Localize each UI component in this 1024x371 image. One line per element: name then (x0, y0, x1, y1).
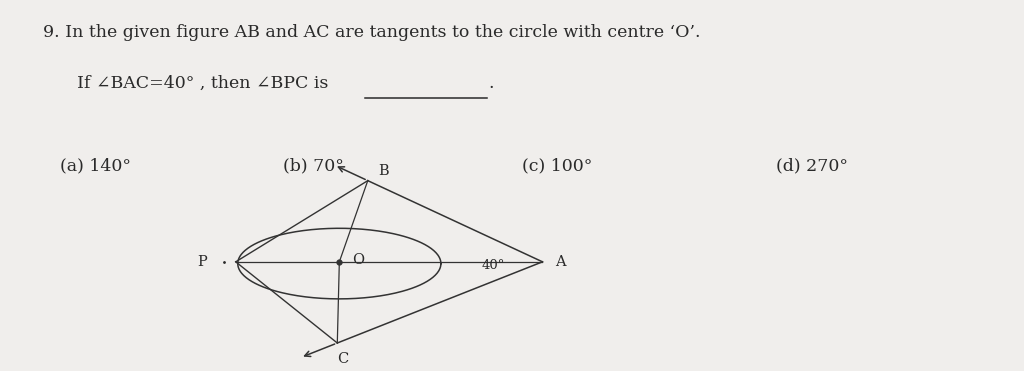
Text: A: A (555, 255, 565, 269)
Text: C: C (337, 352, 348, 366)
Text: P: P (198, 255, 207, 269)
Text: (d) 270°: (d) 270° (776, 158, 848, 175)
Text: B: B (378, 164, 388, 178)
Text: 40°: 40° (481, 259, 505, 272)
Text: (b) 70°: (b) 70° (284, 158, 344, 175)
Text: .: . (488, 75, 495, 92)
Text: (a) 140°: (a) 140° (60, 158, 131, 175)
Text: O: O (352, 253, 365, 267)
Text: (c) 100°: (c) 100° (522, 158, 593, 175)
Text: 9. In the given figure AB and AC are tangents to the circle with centre ‘O’.: 9. In the given figure AB and AC are tan… (43, 24, 700, 40)
Text: If ∠BAC=40° , then ∠BPC is: If ∠BAC=40° , then ∠BPC is (77, 75, 329, 92)
